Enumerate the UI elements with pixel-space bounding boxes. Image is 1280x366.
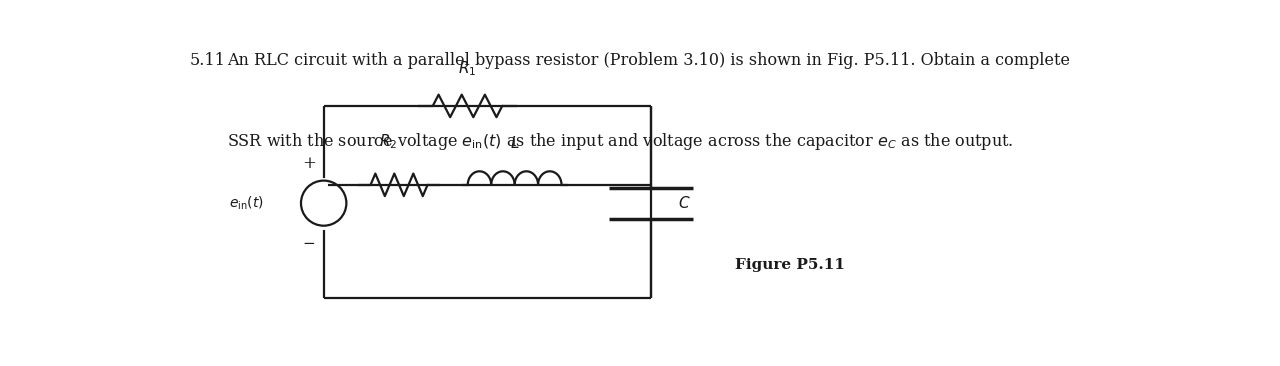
- Text: $e_{\mathrm{in}}(t)$: $e_{\mathrm{in}}(t)$: [229, 194, 264, 212]
- Text: 5.11: 5.11: [189, 52, 225, 70]
- Text: $R_1$: $R_1$: [458, 59, 476, 78]
- Text: An RLC circuit with a parallel bypass resistor (Problem 3.10) is shown in Fig. P: An RLC circuit with a parallel bypass re…: [228, 52, 1070, 70]
- Text: SSR with the source voltage $e_{\mathrm{in}}(t)$ as the input and voltage across: SSR with the source voltage $e_{\mathrm{…: [228, 131, 1014, 152]
- Text: +: +: [302, 155, 316, 172]
- Text: Figure P5.11: Figure P5.11: [735, 258, 845, 272]
- Text: $L$: $L$: [511, 135, 520, 151]
- Text: $R_2$: $R_2$: [379, 132, 397, 151]
- Text: $C$: $C$: [678, 195, 690, 211]
- Text: −: −: [302, 237, 315, 251]
